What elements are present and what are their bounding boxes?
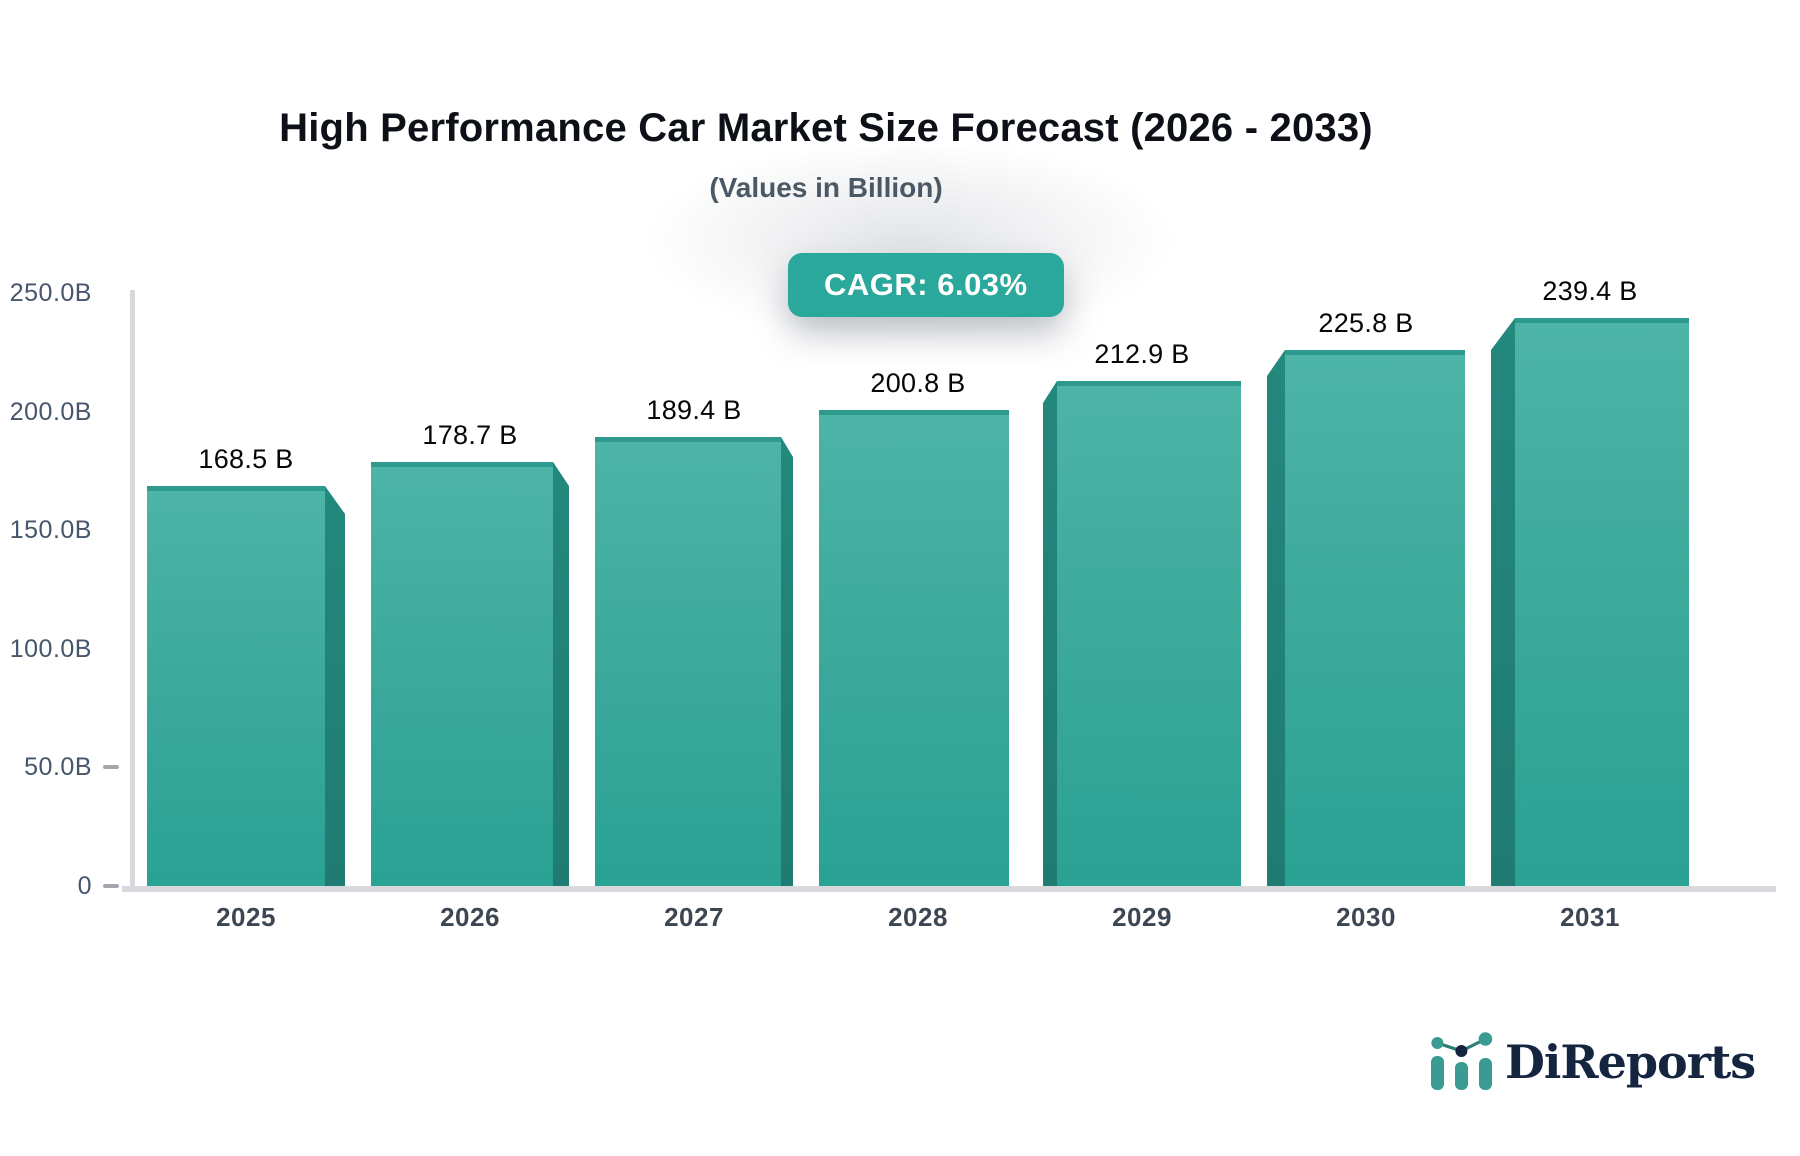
x-axis-label-2031: 2031 (1560, 902, 1620, 932)
bar-value-label-2029: 212.9 B (1094, 339, 1190, 369)
bar-2030-side (1267, 350, 1285, 886)
bar-2026-side (553, 462, 569, 886)
y-tick-0 (103, 884, 119, 888)
x-axis-label-2028: 2028 (888, 902, 948, 932)
y-axis-label-0: 0 (77, 872, 92, 900)
bar-2028 (819, 410, 1009, 886)
bar-value-label-2028: 200.8 B (870, 368, 966, 398)
bar-2025 (147, 486, 325, 886)
bar-2030 (1285, 350, 1465, 886)
x-axis-label-2025: 2025 (216, 902, 276, 932)
y-axis-label-200.0B: 200.0B (9, 397, 92, 426)
chart-subtitle: (Values in Billion) (709, 172, 943, 203)
x-axis-label-2029: 2029 (1112, 902, 1172, 932)
logo: DiReports (1425, 1028, 1756, 1096)
bar-value-label-2026: 178.7 B (422, 420, 518, 450)
y-tick-50 (103, 765, 119, 770)
y-axis-line (130, 290, 135, 892)
x-axis-label-2027: 2027 (664, 902, 724, 932)
bar-2031 (1515, 318, 1689, 886)
bar-2027-side (781, 437, 793, 886)
chart-title: High Performance Car Market Size Forecas… (279, 106, 1373, 150)
bar-line-chart-icon (1431, 1032, 1493, 1090)
y-axis-label-250.0B: 250.0B (9, 279, 92, 307)
bar-value-label-2031: 239.4 B (1542, 276, 1638, 306)
x-axis-label-2030: 2030 (1336, 902, 1396, 932)
bar-value-label-2025: 168.5 B (198, 444, 294, 474)
cagr-badge: CAGR: 6.03% (788, 253, 1064, 317)
x-axis-line (122, 886, 1776, 892)
bar-2026 (371, 462, 553, 886)
bar-2031-side (1491, 318, 1515, 886)
y-axis-label-50.0B: 50.0B (24, 753, 92, 782)
x-axis-label-2026: 2026 (440, 902, 500, 932)
y-axis-label-150.0B: 150.0B (9, 516, 92, 545)
y-axis-label-100.0B: 100.0B (9, 634, 92, 663)
bar-2029-side (1043, 381, 1057, 886)
bar-2027 (595, 437, 781, 886)
logo-text: DiReports (1505, 1035, 1756, 1089)
bar-2029 (1057, 381, 1241, 886)
bar-value-label-2027: 189.4 B (646, 395, 742, 425)
bar-2025-side (325, 486, 345, 886)
bar-value-label-2030: 225.8 B (1318, 308, 1414, 338)
